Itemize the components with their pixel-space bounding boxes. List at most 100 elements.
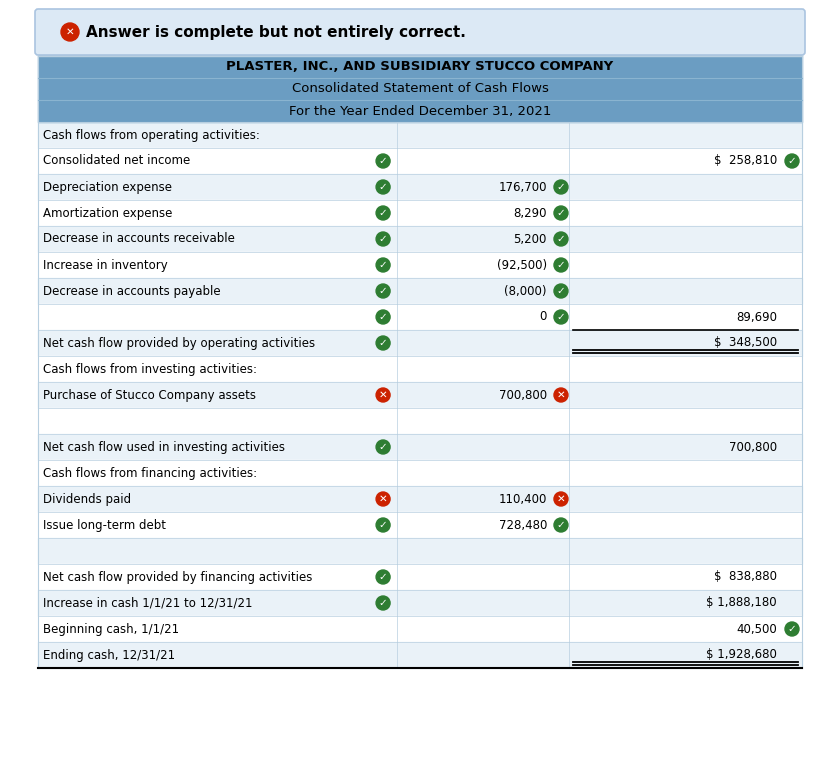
Bar: [38, 226, 802, 252]
Circle shape: [376, 180, 390, 194]
Text: Net cash flow provided by financing activities: Net cash flow provided by financing acti…: [43, 571, 312, 584]
Text: $  838,880: $ 838,880: [714, 571, 777, 584]
Bar: [38, 356, 802, 382]
Text: Cash flows from financing activities:: Cash flows from financing activities:: [43, 467, 257, 480]
Text: 176,700: 176,700: [498, 181, 547, 194]
Bar: [38, 56, 802, 122]
Circle shape: [785, 622, 799, 636]
Text: 700,800: 700,800: [499, 388, 547, 401]
Bar: [38, 304, 802, 330]
Text: ✓: ✓: [557, 312, 565, 322]
FancyBboxPatch shape: [35, 9, 805, 55]
Circle shape: [554, 258, 568, 272]
Circle shape: [554, 310, 568, 324]
Bar: [38, 408, 802, 434]
Text: Ending cash, 12/31/21: Ending cash, 12/31/21: [43, 648, 175, 661]
Circle shape: [376, 388, 390, 402]
Bar: [38, 122, 802, 148]
Circle shape: [554, 232, 568, 246]
Text: Dividends paid: Dividends paid: [43, 492, 131, 505]
Text: Decrease in accounts payable: Decrease in accounts payable: [43, 284, 221, 297]
Circle shape: [376, 440, 390, 454]
Text: Cash flows from operating activities:: Cash flows from operating activities:: [43, 128, 260, 141]
Text: ✓: ✓: [557, 260, 565, 270]
Circle shape: [554, 284, 568, 298]
Text: ✓: ✓: [557, 286, 565, 296]
Text: Beginning cash, 1/1/21: Beginning cash, 1/1/21: [43, 622, 179, 635]
Text: $ 1,888,180: $ 1,888,180: [706, 597, 777, 610]
Text: Net cash flow used in investing activities: Net cash flow used in investing activiti…: [43, 441, 285, 454]
Text: ✓: ✓: [788, 624, 796, 634]
Text: ✓: ✓: [379, 286, 387, 296]
Bar: [38, 278, 802, 304]
Text: 5,200: 5,200: [513, 233, 547, 245]
Text: (92,500): (92,500): [496, 258, 547, 271]
Text: 110,400: 110,400: [499, 492, 547, 505]
Circle shape: [554, 492, 568, 506]
Text: ✕: ✕: [66, 27, 75, 37]
Circle shape: [376, 258, 390, 272]
Text: Answer is complete but not entirely correct.: Answer is complete but not entirely corr…: [86, 24, 466, 40]
Text: Amortization expense: Amortization expense: [43, 207, 172, 220]
Text: ✓: ✓: [379, 520, 387, 530]
Circle shape: [785, 154, 799, 168]
Text: PLASTER, INC., AND SUBSIDIARY STUCCO COMPANY: PLASTER, INC., AND SUBSIDIARY STUCCO COM…: [226, 61, 614, 74]
Text: ✓: ✓: [379, 182, 387, 192]
Text: 40,500: 40,500: [736, 622, 777, 635]
Circle shape: [376, 492, 390, 506]
Circle shape: [376, 232, 390, 246]
Text: 89,690: 89,690: [736, 311, 777, 324]
Bar: [38, 590, 802, 616]
Bar: [38, 486, 802, 512]
Text: ✓: ✓: [379, 572, 387, 582]
Text: 8,290: 8,290: [513, 207, 547, 220]
Text: ✓: ✓: [557, 520, 565, 530]
Text: 728,480: 728,480: [499, 518, 547, 531]
Text: Depreciation expense: Depreciation expense: [43, 181, 172, 194]
Circle shape: [376, 596, 390, 610]
Circle shape: [376, 570, 390, 584]
Bar: [38, 200, 802, 226]
Text: ✓: ✓: [379, 312, 387, 322]
Bar: [38, 538, 802, 564]
Text: ✕: ✕: [557, 390, 565, 400]
Text: Decrease in accounts receivable: Decrease in accounts receivable: [43, 233, 235, 245]
Bar: [38, 148, 802, 174]
Text: ✕: ✕: [379, 494, 387, 504]
Text: ✓: ✓: [557, 182, 565, 192]
Circle shape: [554, 388, 568, 402]
Circle shape: [376, 518, 390, 532]
Text: ✓: ✓: [379, 260, 387, 270]
Bar: [38, 564, 802, 590]
Bar: [38, 382, 802, 408]
Text: ✕: ✕: [557, 494, 565, 504]
Text: Issue long-term debt: Issue long-term debt: [43, 518, 166, 531]
Bar: [38, 642, 802, 668]
Text: ✕: ✕: [379, 390, 387, 400]
Text: Increase in cash 1/1/21 to 12/31/21: Increase in cash 1/1/21 to 12/31/21: [43, 597, 253, 610]
Text: Increase in inventory: Increase in inventory: [43, 258, 168, 271]
Text: ✓: ✓: [379, 208, 387, 218]
Text: 0: 0: [539, 311, 547, 324]
Text: ✓: ✓: [557, 208, 565, 218]
Circle shape: [376, 206, 390, 220]
Bar: [38, 616, 802, 642]
Bar: [38, 252, 802, 278]
Circle shape: [376, 154, 390, 168]
Circle shape: [61, 23, 79, 41]
Text: $ 1,928,680: $ 1,928,680: [706, 648, 777, 661]
Text: Consolidated net income: Consolidated net income: [43, 154, 190, 167]
Text: (8,000): (8,000): [505, 284, 547, 297]
Text: $  258,810: $ 258,810: [714, 154, 777, 167]
Circle shape: [376, 336, 390, 350]
Text: ✓: ✓: [379, 442, 387, 452]
Text: ✓: ✓: [379, 338, 387, 348]
Circle shape: [554, 180, 568, 194]
Circle shape: [376, 284, 390, 298]
Bar: [38, 174, 802, 200]
Text: $  348,500: $ 348,500: [714, 337, 777, 350]
Text: Purchase of Stucco Company assets: Purchase of Stucco Company assets: [43, 388, 256, 401]
Text: Cash flows from investing activities:: Cash flows from investing activities:: [43, 363, 257, 375]
Text: ✓: ✓: [788, 156, 796, 166]
Circle shape: [376, 310, 390, 324]
